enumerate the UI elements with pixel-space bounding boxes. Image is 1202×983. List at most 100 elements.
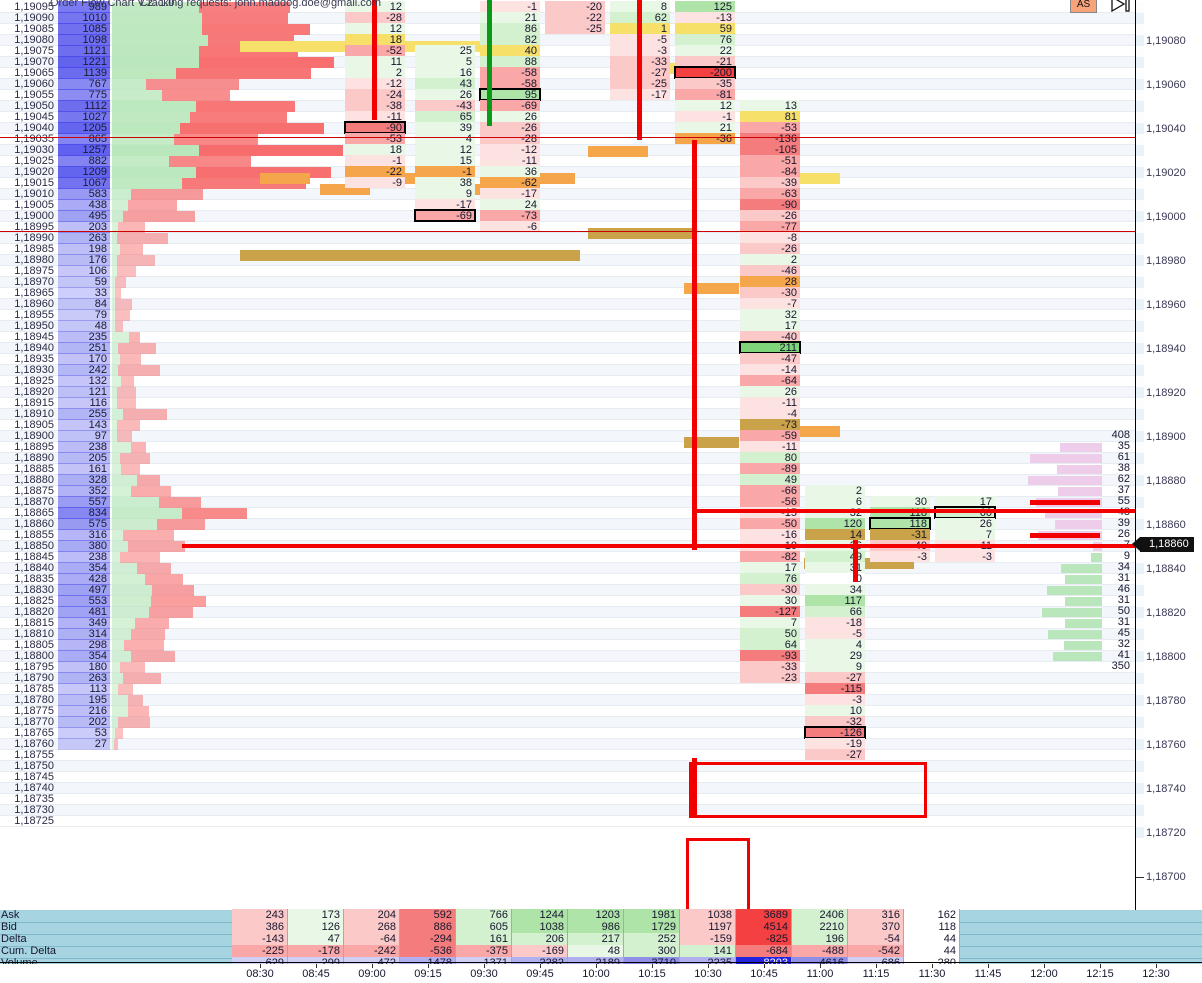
footprint-cell[interactable]: -126: [804, 726, 866, 739]
footprint-cell[interactable]: -63: [740, 188, 800, 200]
summary-cell[interactable]: -684: [736, 945, 792, 957]
time-axis-label[interactable]: 10:45: [750, 968, 778, 980]
footprint-cell[interactable]: 86: [480, 23, 540, 35]
time-axis[interactable]: 08:30 08:45 09:00 09:15 09:30 09:45 10:00 10:15…: [0, 964, 1202, 983]
time-axis-label[interactable]: 11:00: [806, 968, 834, 980]
footprint-cell[interactable]: -30: [740, 584, 800, 596]
ladder-row[interactable]: 1,19070 1221: [0, 56, 1135, 68]
footprint-cell[interactable]: 30: [870, 496, 930, 508]
summary-cell[interactable]: 592: [400, 909, 456, 921]
summary-cell[interactable]: 1203: [568, 909, 624, 921]
footprint-cell[interactable]: 12: [675, 100, 735, 112]
footprint-cell[interactable]: 82: [480, 34, 540, 46]
time-axis-label[interactable]: 10:15: [638, 968, 666, 980]
footprint-cell[interactable]: -3: [805, 694, 865, 706]
ladder-row[interactable]: 1,18885 161: [0, 463, 1135, 475]
summary-cell[interactable]: 3689: [736, 909, 792, 921]
footprint-cell[interactable]: 49: [740, 474, 800, 486]
footprint-cell[interactable]: -200: [674, 66, 736, 79]
footprint-cell[interactable]: -33: [740, 661, 800, 673]
footprint-cell[interactable]: -36: [675, 133, 735, 145]
time-axis-label[interactable]: 09:30: [470, 968, 498, 980]
footprint-cell[interactable]: 88: [480, 56, 540, 68]
ladder-row[interactable]: 1,18995 203: [0, 221, 1135, 233]
summary-cell[interactable]: -64: [344, 933, 400, 945]
footprint-cell[interactable]: -17: [480, 188, 540, 200]
summary-cell[interactable]: 173: [288, 909, 344, 921]
footprint-cell[interactable]: 7: [740, 617, 800, 629]
footprint-cell[interactable]: 34: [805, 584, 865, 596]
ladder-row[interactable]: 1,18970 59: [0, 276, 1135, 288]
footprint-cell[interactable]: -25: [545, 23, 605, 35]
time-axis-label[interactable]: 11:45: [974, 968, 1002, 980]
footprint-cell[interactable]: 26: [415, 89, 475, 101]
footprint-cell[interactable]: 9: [805, 661, 865, 673]
footprint-cell[interactable]: 66: [805, 606, 865, 618]
footprint-cell[interactable]: -32: [805, 716, 865, 728]
footprint-cell[interactable]: -11: [740, 397, 800, 409]
summary-cell[interactable]: 2210: [792, 921, 848, 933]
summary-cell[interactable]: 162: [904, 909, 960, 921]
summary-cell[interactable]: 4514: [736, 921, 792, 933]
footprint-cell[interactable]: -27: [805, 749, 865, 761]
summary-cell[interactable]: 44: [904, 933, 960, 945]
summary-cell[interactable]: 204: [344, 909, 400, 921]
ladder-row[interactable]: 1,19065 1139: [0, 67, 1135, 79]
ladder-row[interactable]: 1,18910 255: [0, 408, 1135, 420]
time-axis-label[interactable]: 08:45: [302, 968, 330, 980]
footprint-cell[interactable]: -19: [805, 738, 865, 750]
time-axis-label[interactable]: 12:00: [1030, 968, 1058, 980]
ladder-row[interactable]: 1,19030 1257: [0, 144, 1135, 156]
footprint-cell[interactable]: -136: [740, 133, 800, 145]
footprint-cell[interactable]: -12: [480, 144, 540, 156]
summary-cell[interactable]: -542: [848, 945, 904, 957]
footprint-cell[interactable]: -7: [740, 298, 800, 310]
summary-cell[interactable]: 766: [456, 909, 512, 921]
time-axis-label[interactable]: 12:15: [1086, 968, 1114, 980]
ladder-row[interactable]: 1,18745: [0, 771, 1135, 783]
summary-cell[interactable]: 1038: [680, 909, 736, 921]
footprint-cell[interactable]: -5: [805, 628, 865, 640]
footprint-cell[interactable]: 22: [675, 45, 735, 57]
ladder-row[interactable]: 1,18755: [0, 749, 1135, 761]
footprint-cell[interactable]: -23: [740, 672, 800, 684]
footprint-cell[interactable]: 26: [740, 386, 800, 398]
footprint-cell[interactable]: -4: [740, 408, 800, 420]
footprint-cell[interactable]: -64: [740, 375, 800, 387]
ladder-row[interactable]: 1,18865 834: [0, 507, 1135, 519]
ladder-row[interactable]: 1,18765 53: [0, 727, 1135, 739]
ladder-row[interactable]: 1,18750: [0, 760, 1135, 772]
footprint-cell[interactable]: 2: [740, 254, 800, 266]
footprint-cell[interactable]: -26: [740, 210, 800, 222]
footprint-cell[interactable]: 25: [415, 45, 475, 57]
footprint-cell[interactable]: -11: [480, 155, 540, 167]
ladder-row[interactable]: 1,18990 263: [0, 232, 1135, 244]
footprint-cell[interactable]: -16: [740, 529, 800, 541]
ladder-row[interactable]: 1,18785 113: [0, 683, 1135, 695]
ladder-row[interactable]: 1,18870 557: [0, 496, 1135, 508]
ladder-row[interactable]: 1,18840 354: [0, 562, 1135, 574]
footprint-cell[interactable]: 17: [935, 496, 995, 508]
ladder-row[interactable]: 1,18810 314: [0, 628, 1135, 640]
summary-cell[interactable]: 118: [904, 921, 960, 933]
footprint-cell[interactable]: -73: [480, 210, 540, 222]
footprint-cell[interactable]: 28: [740, 276, 800, 288]
summary-cell[interactable]: 1981: [624, 909, 680, 921]
footprint-cell[interactable]: 39: [415, 122, 475, 134]
footprint-cell[interactable]: 17: [740, 320, 800, 332]
footprint-cell[interactable]: -43: [415, 100, 475, 112]
ladder-row[interactable]: 1,18890 205: [0, 452, 1135, 464]
footprint-cell[interactable]: -93: [740, 650, 800, 662]
footprint-cell[interactable]: -1: [480, 1, 540, 13]
ladder-row[interactable]: 1,18965 33: [0, 287, 1135, 299]
footprint-cell[interactable]: 40: [480, 45, 540, 57]
summary-cell[interactable]: -488: [792, 945, 848, 957]
ladder-row[interactable]: 1,18855 316: [0, 529, 1135, 541]
footprint-cell[interactable]: -11: [740, 441, 800, 453]
footprint-cell[interactable]: 12: [415, 144, 475, 156]
footprint-cell[interactable]: 65: [415, 111, 475, 123]
footprint-cell[interactable]: -58: [480, 67, 540, 79]
footprint-cell[interactable]: -66: [740, 485, 800, 497]
footprint-cell[interactable]: -62: [480, 177, 540, 189]
summary-cell[interactable]: -825: [736, 933, 792, 945]
